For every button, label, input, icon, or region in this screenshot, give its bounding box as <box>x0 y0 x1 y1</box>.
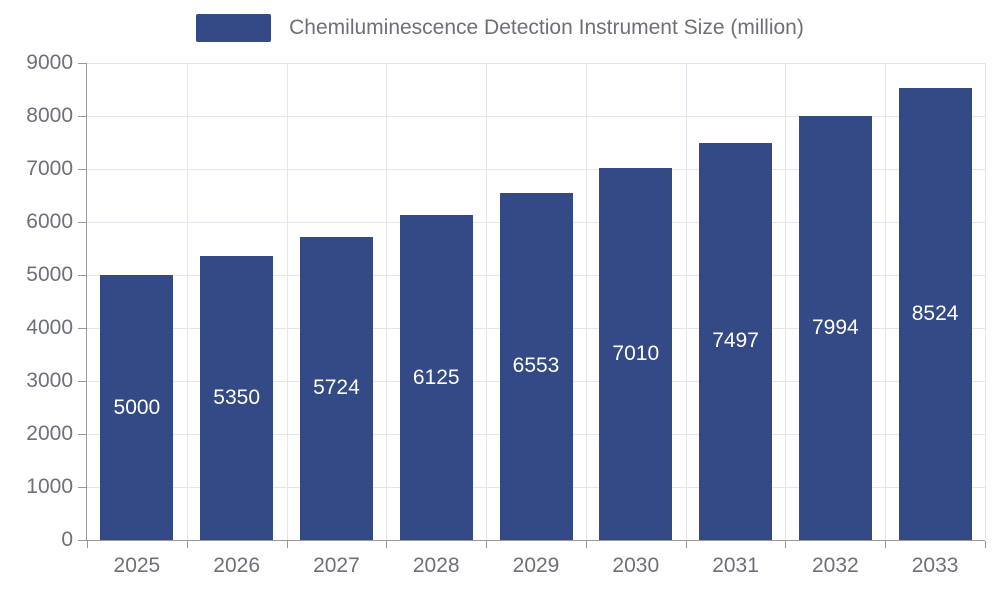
x-axis-tick-label: 2031 <box>712 554 759 577</box>
y-axis-tick-label: 2000 <box>26 422 73 445</box>
bar-2029 <box>499 192 573 540</box>
x-gridline <box>286 63 288 540</box>
y-tick-mark <box>78 434 86 435</box>
bar-2031 <box>699 142 773 540</box>
x-axis-tick-label: 2027 <box>313 554 360 577</box>
x-axis-tick-label: 2032 <box>811 554 859 577</box>
x-axis-tick-label: 2033 <box>911 554 959 577</box>
y-tick-mark <box>78 63 86 64</box>
y-axis-tick-label: 4000 <box>26 316 73 339</box>
y-tick-mark <box>78 487 86 488</box>
x-tick-mark <box>486 541 488 548</box>
x-axis-tick-label: 2025 <box>113 554 161 577</box>
bar-2030 <box>599 168 673 540</box>
x-tick-mark <box>785 541 787 548</box>
bar-value-label: 5724 <box>313 376 360 400</box>
y-tick-mark <box>78 328 86 329</box>
y-axis-tick-label: 3000 <box>26 369 73 392</box>
bar-value-label: 7994 <box>811 316 859 340</box>
x-axis-line <box>79 540 985 541</box>
x-gridline <box>885 63 887 540</box>
bar-value-label: 5000 <box>113 395 161 419</box>
x-axis-tick-label: 2030 <box>612 554 660 577</box>
bar-2032 <box>798 116 872 540</box>
y-axis-tick-label: 0 <box>61 528 73 551</box>
x-axis-tick-label: 2029 <box>512 554 560 577</box>
bar-value-label: 6553 <box>512 354 560 378</box>
x-gridline <box>585 63 587 540</box>
y-gridline <box>87 63 985 64</box>
y-gridline <box>87 116 985 117</box>
y-tick-mark <box>78 275 86 276</box>
x-tick-mark <box>685 541 687 548</box>
y-axis-line <box>86 63 87 540</box>
bar-2027 <box>299 236 373 540</box>
x-gridline <box>685 63 687 540</box>
y-tick-mark <box>78 116 86 117</box>
y-axis-tick-label: 6000 <box>26 210 73 233</box>
y-axis-tick-label: 8000 <box>26 104 73 127</box>
x-gridline <box>386 63 388 540</box>
x-gridline <box>186 63 188 540</box>
y-tick-mark <box>78 381 86 382</box>
bar-2025 <box>100 275 174 540</box>
bar-value-label: 7010 <box>612 342 660 366</box>
legend-swatch <box>196 14 272 42</box>
x-axis-tick-label: 2028 <box>412 554 460 577</box>
bar-value-label: 8524 <box>911 302 959 326</box>
x-gridline <box>486 63 488 540</box>
x-tick-mark <box>985 541 986 548</box>
y-axis-tick-label: 1000 <box>26 475 73 498</box>
x-tick-mark <box>386 541 388 548</box>
x-tick-mark <box>87 541 88 548</box>
x-tick-mark <box>186 541 188 548</box>
plot-area: 0 1000 2000 3000 4000 5000 6000 7000 8000 9000 500… <box>26 51 986 577</box>
y-tick-mark <box>78 222 86 223</box>
legend[interactable]: Chemiluminescence Detection Instrument S… <box>0 14 1000 42</box>
y-axis-tick-label: 5000 <box>26 263 73 286</box>
x-tick-mark <box>585 541 587 548</box>
x-tick-mark <box>286 541 288 548</box>
bar-2028 <box>399 215 473 540</box>
x-gridline <box>785 63 787 540</box>
bar-value-label: 7497 <box>712 329 759 353</box>
bar-value-label: 6125 <box>412 365 460 389</box>
bar-2033 <box>898 88 972 540</box>
bar-value-label: 5350 <box>213 386 261 410</box>
y-axis-tick-label: 9000 <box>26 51 73 74</box>
x-axis-tick-label: 2026 <box>213 554 261 577</box>
y-tick-mark <box>78 169 86 170</box>
legend-label: Chemiluminescence Detection Instrument S… <box>289 16 804 39</box>
bar-2026 <box>200 256 274 540</box>
x-gridline <box>985 63 986 540</box>
y-axis-tick-label: 7000 <box>26 157 73 180</box>
y-gridline <box>87 169 985 170</box>
x-tick-mark <box>885 541 887 548</box>
